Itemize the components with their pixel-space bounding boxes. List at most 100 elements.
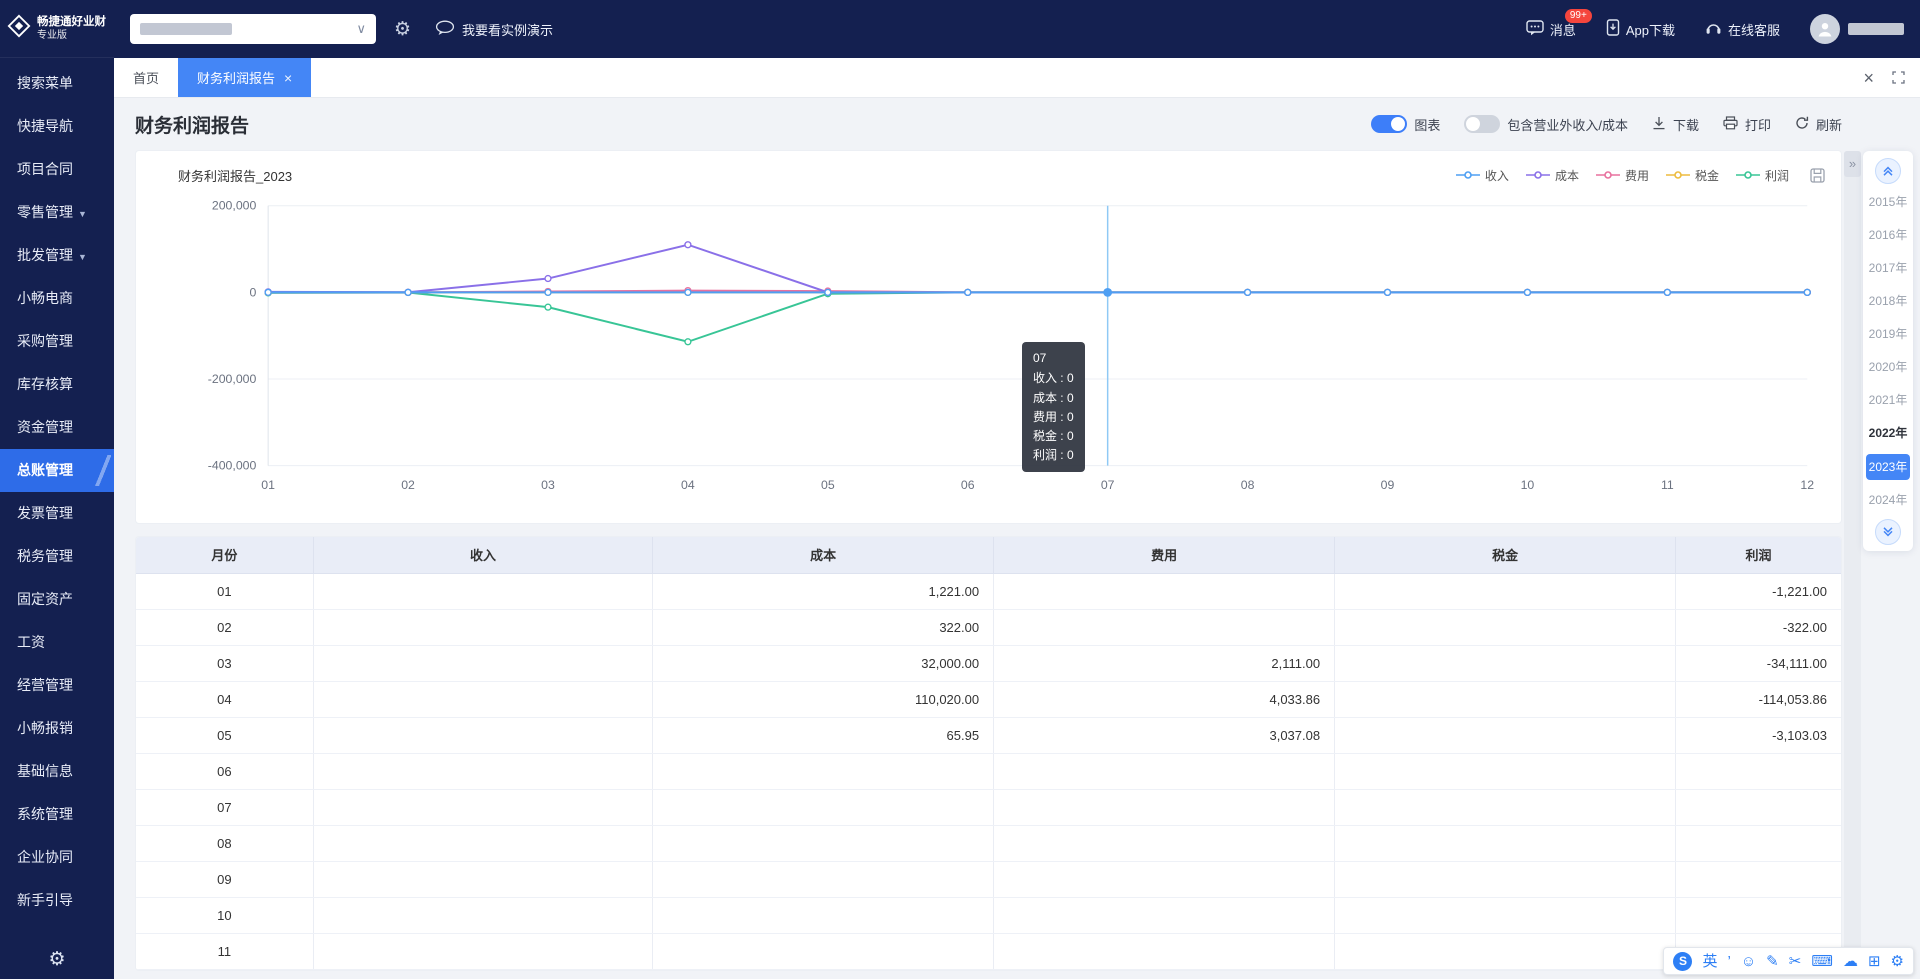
keyboard-icon[interactable]: ⌨ xyxy=(1811,952,1833,970)
table-row[interactable]: 05 65.95 3,037.08 -3,103.03 xyxy=(136,717,1841,755)
year-item[interactable]: 2024年 xyxy=(1868,493,1908,507)
toolbox-icon[interactable]: ⊞ xyxy=(1867,952,1881,970)
sidebar-item[interactable]: 经营管理 xyxy=(17,677,73,693)
sidebar-item[interactable]: 库存核算 xyxy=(17,376,73,392)
line-chart[interactable]: 200,000 0 -200,000 -400,000 01 02 03 04 05 06 07 08… xyxy=(152,192,1825,519)
legend-item[interactable]: 税金 xyxy=(1665,167,1719,184)
year-item[interactable]: 2022年 xyxy=(1868,426,1908,440)
expand-panel-icon[interactable]: » xyxy=(1844,151,1861,177)
chart-toggle-label: 图表 xyxy=(1414,117,1441,133)
sidebar-item[interactable]: 搜索菜单 xyxy=(17,75,73,91)
download-button[interactable]: 下载 xyxy=(1652,115,1699,134)
table-row[interactable]: 03 32,000.00 2,111.00 -34,111.00 xyxy=(136,645,1841,683)
sidebar-item[interactable]: 税务管理 xyxy=(17,548,73,564)
online-support-button[interactable]: 在线客服 xyxy=(1705,20,1780,39)
avatar[interactable] xyxy=(1810,14,1840,44)
table-row[interactable]: 11 xyxy=(136,933,1841,971)
include-nonoperating-toggle[interactable] xyxy=(1464,115,1501,133)
chart-canvas[interactable]: 200,000 0 -200,000 -400,000 01 02 03 04 05 06 07 08… xyxy=(152,192,1825,519)
year-item[interactable]: 2017年 xyxy=(1868,261,1908,275)
legend-item[interactable]: 费用 xyxy=(1595,167,1649,184)
skin-icon[interactable]: ☁ xyxy=(1842,952,1858,970)
sidebar-item[interactable]: 资金管理 xyxy=(17,419,73,435)
fullscreen-icon[interactable] xyxy=(1892,71,1905,84)
refresh-button[interactable]: 刷新 xyxy=(1795,115,1842,134)
sidebar-item[interactable]: 企业协同 xyxy=(17,849,73,865)
table-row[interactable]: 02 322.00 -322.00 xyxy=(136,609,1841,647)
table-row[interactable]: 07 xyxy=(136,789,1841,827)
messages-button[interactable]: 99+ 消息 xyxy=(1526,8,1592,39)
app-edition: 专业版 xyxy=(37,30,67,42)
table-row[interactable]: 04 110,020.00 4,033.86 -114,053.86 xyxy=(136,681,1841,719)
year-item[interactable]: 2023年 xyxy=(1866,454,1910,480)
screenshot-icon[interactable]: ✂ xyxy=(1788,952,1802,970)
table-cell xyxy=(993,789,1336,827)
sidebar-item[interactable]: 新手引导 xyxy=(17,892,73,908)
legend-item[interactable]: 收入 xyxy=(1455,167,1509,184)
sidebar-item[interactable]: 小畅报销 xyxy=(17,720,73,736)
online-support-label: 在线客服 xyxy=(1727,22,1780,38)
table-row[interactable]: 10 xyxy=(136,897,1841,935)
sidebar-item[interactable]: 小畅电商 xyxy=(17,290,73,306)
print-button[interactable]: 打印 xyxy=(1723,115,1771,134)
sidebar-item[interactable]: 发票管理 xyxy=(17,505,73,521)
user-account[interactable] xyxy=(1810,14,1904,44)
scroll-years-up-icon[interactable] xyxy=(1875,158,1901,184)
save-chart-image-icon[interactable] xyxy=(1810,167,1825,183)
sidebar-item[interactable]: 系统管理 xyxy=(17,806,73,822)
year-item[interactable]: 2021年 xyxy=(1868,393,1908,407)
legend-item[interactable]: 成本 xyxy=(1525,167,1579,184)
download-label: 下载 xyxy=(1672,117,1699,133)
topbar-gear-icon[interactable]: ⚙ xyxy=(394,18,412,40)
sidebar-item[interactable]: 总账管理 xyxy=(0,449,114,492)
app-logo[interactable]: 畅捷通好业财 专业版 xyxy=(0,0,114,58)
tab-profit-report[interactable]: 财务利润报告 × xyxy=(178,58,312,97)
emoji-icon[interactable]: ☺ xyxy=(1740,952,1757,970)
tab-bar: 首页 财务利润报告 × × xyxy=(114,58,1920,98)
table-row[interactable]: 09 xyxy=(136,861,1841,899)
column-header: 税金 xyxy=(1334,536,1677,575)
table-row[interactable]: 06 xyxy=(136,753,1841,791)
table-header-row: 月份 收入 成本 费用 税金 利润 xyxy=(136,536,1841,575)
legend-item[interactable]: 利润 xyxy=(1735,167,1789,184)
year-item[interactable]: 2015年 xyxy=(1868,195,1908,209)
svg-text:200,000: 200,000 xyxy=(212,199,257,213)
close-page-icon[interactable]: × xyxy=(1863,67,1874,88)
year-item[interactable]: 2020年 xyxy=(1868,360,1908,374)
sidebar-item[interactable]: 批发管理 ▼ xyxy=(17,247,87,263)
sidebar-item[interactable]: 采购管理 xyxy=(17,333,73,349)
input-method-toolbar: S 英 ’ ☺ ✎ ✂ ⌨ ☁ ⊞ ⚙ xyxy=(1663,947,1914,975)
organization-select[interactable]: ∨ xyxy=(130,14,376,44)
year-item[interactable]: 2018年 xyxy=(1868,294,1908,308)
year-item[interactable]: 2016年 xyxy=(1868,228,1908,242)
sidebar-item[interactable]: 项目合同 xyxy=(17,161,73,177)
table-cell xyxy=(1334,897,1677,935)
app-download-button[interactable]: App下载 xyxy=(1606,19,1675,39)
ime-punctuation-icon[interactable]: ’ xyxy=(1727,952,1731,970)
table-row[interactable]: 08 xyxy=(136,825,1841,863)
ime-settings-icon[interactable]: ⚙ xyxy=(1890,952,1904,970)
demo-link[interactable]: 我要看实例演示 xyxy=(435,20,553,39)
tab-home[interactable]: 首页 xyxy=(114,58,178,97)
sidebar-item[interactable]: 工资 xyxy=(17,634,45,650)
ime-english-mode[interactable]: 英 xyxy=(1702,952,1718,970)
sidebar-item[interactable]: 快捷导航 xyxy=(17,118,73,134)
tab-close-icon[interactable]: × xyxy=(284,69,293,86)
download-icon xyxy=(1652,116,1666,133)
sidebar-item[interactable]: 零售管理 ▼ xyxy=(17,204,87,220)
scroll-years-down-icon[interactable] xyxy=(1875,519,1901,545)
handwriting-icon[interactable]: ✎ xyxy=(1766,952,1779,970)
ime-logo-icon[interactable]: S xyxy=(1673,951,1693,971)
printer-icon xyxy=(1723,115,1738,133)
table-cell xyxy=(313,825,654,863)
headset-icon xyxy=(1705,20,1722,38)
year-item[interactable]: 2019年 xyxy=(1868,327,1908,341)
table-row[interactable]: 01 1,221.00 -1,221.00 xyxy=(136,573,1841,611)
main-content: 财务利润报告 图表 包含营业外收入/成本 下载 打印 xyxy=(114,98,1920,979)
table-cell: -34,111.00 xyxy=(1675,645,1841,683)
messages-label: 消息 xyxy=(1549,22,1576,38)
sidebar-item[interactable]: 固定资产 xyxy=(17,591,73,607)
sidebar-settings-gear-icon[interactable]: ⚙ xyxy=(48,949,66,970)
sidebar-item[interactable]: 基础信息 xyxy=(17,763,73,779)
chart-toggle[interactable] xyxy=(1371,115,1408,133)
